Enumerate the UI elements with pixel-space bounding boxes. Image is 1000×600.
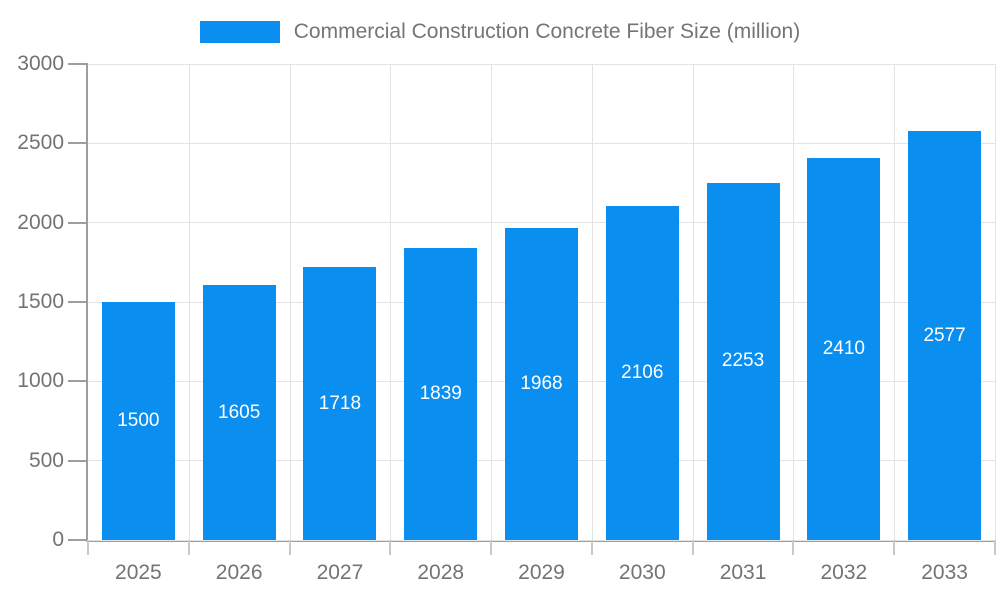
x-axis-tick (994, 540, 996, 555)
plot-area: 1500 1605 1718 1839 1968 2106 2253 2410 2577 (86, 63, 996, 542)
bar-2027[interactable]: 1718 (303, 267, 377, 540)
x-axis-tick (389, 540, 391, 555)
gridline-vertical (490, 64, 492, 540)
gridline-horizontal (88, 63, 995, 65)
y-axis-tick (68, 301, 88, 303)
x-axis-tick (490, 540, 492, 555)
bar-value-label: 2577 (923, 324, 966, 346)
legend[interactable]: Commercial Construction Concrete Fiber S… (0, 20, 1000, 43)
legend-swatch (199, 21, 280, 43)
x-tick-label: 2028 (417, 561, 465, 584)
x-tick-label: 2033 (921, 561, 968, 584)
bar-2029[interactable]: 1968 (505, 227, 578, 540)
x-axis-tick (591, 540, 593, 555)
bar-value-label: 2253 (721, 350, 765, 372)
gridline-horizontal (88, 142, 995, 144)
gridline-vertical (893, 64, 895, 540)
y-axis-tick (68, 380, 88, 383)
bar-value-label: 1500 (117, 410, 160, 431)
bar-value-label: 1605 (218, 401, 261, 423)
x-tick-label: 2029 (518, 561, 565, 584)
bar-value-label: 1968 (520, 372, 563, 394)
x-axis-tick (188, 540, 190, 555)
x-axis-tick (87, 540, 89, 555)
x-tick-label: 2031 (719, 561, 767, 584)
x-axis-tick (289, 540, 291, 555)
gridline-vertical (994, 64, 996, 540)
y-axis-tick (68, 539, 88, 541)
bar-2033[interactable]: 2577 (908, 131, 982, 540)
y-tick-label: 2000 (17, 210, 64, 234)
legend-title: Commercial Construction Concrete Fiber S… (293, 20, 801, 43)
gridline-vertical (289, 64, 291, 540)
y-tick-label: 1000 (17, 369, 64, 393)
y-axis-tick (68, 142, 88, 145)
bar-2025[interactable]: 1500 (101, 302, 175, 540)
bar-2030[interactable]: 2106 (605, 205, 679, 540)
gridline-vertical (591, 64, 593, 540)
gridline-vertical (792, 64, 794, 540)
x-tick-label: 2025 (115, 561, 162, 584)
x-axis-tick (692, 540, 694, 555)
y-tick-label: 500 (28, 448, 64, 472)
y-tick-label: 2500 (17, 131, 64, 155)
y-axis-tick (68, 63, 88, 65)
x-axis-tick (893, 540, 895, 555)
bar-value-label: 1839 (419, 383, 462, 405)
x-axis-tick (792, 540, 794, 555)
x-tick-label: 2030 (618, 561, 666, 584)
x-tick-label: 2032 (820, 561, 868, 584)
y-tick-label: 0 (52, 528, 64, 551)
y-axis-tick (68, 459, 88, 462)
gridline-vertical (692, 64, 694, 540)
bar-2031[interactable]: 2253 (706, 182, 780, 540)
bar-value-label: 1718 (318, 392, 362, 414)
y-tick-label: 1500 (17, 290, 64, 313)
x-tick-label: 2026 (215, 561, 263, 584)
gridline-horizontal (88, 222, 995, 224)
x-tick-label: 2027 (316, 561, 364, 584)
bar-2028[interactable]: 1839 (404, 248, 478, 540)
gridline-vertical (389, 64, 391, 540)
bar-value-label: 2410 (822, 337, 865, 359)
gridline-horizontal (88, 539, 995, 541)
bar-value-label: 2106 (621, 361, 664, 383)
y-axis-tick (68, 221, 88, 224)
bar-2026[interactable]: 1605 (202, 285, 276, 540)
y-tick-label: 3000 (17, 52, 64, 75)
bar-2032[interactable]: 2410 (807, 157, 881, 540)
gridline-vertical (188, 64, 190, 540)
